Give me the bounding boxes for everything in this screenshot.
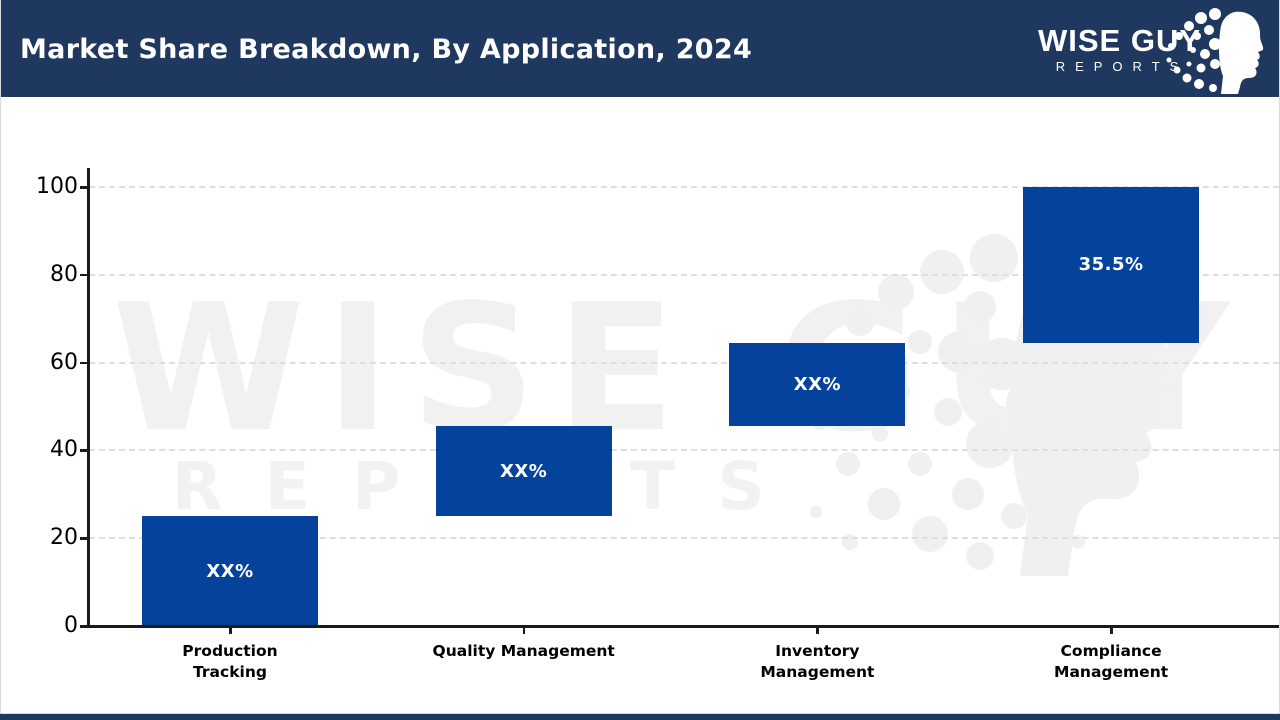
bar-value-label: 35.5%: [1078, 254, 1144, 276]
bar-segment: 35.5%: [1023, 187, 1200, 343]
footer-bar: [0, 714, 1280, 720]
category-label-line: Quality Management: [432, 642, 615, 660]
y-axis-tick-label: 80: [50, 261, 78, 287]
wise-guy-logo: WISE GUY REPORTS: [1008, 6, 1268, 94]
x-axis-tick: [816, 628, 819, 634]
y-axis-tick-label: 40: [50, 437, 78, 463]
x-axis-tick: [229, 628, 232, 634]
bar-value-label: XX%: [206, 560, 254, 582]
gridline: [89, 361, 1279, 364]
y-axis-tick: [80, 537, 88, 540]
y-axis-line: [87, 168, 90, 627]
x-axis-line: [87, 625, 1279, 628]
x-axis-category-label: Inventory Management: [702, 641, 932, 683]
logo-face-icon: [1166, 8, 1264, 94]
y-axis-tick: [80, 361, 88, 365]
bar-value-label: XX%: [500, 460, 548, 482]
bar-segment: XX%: [729, 342, 906, 427]
gridline: [89, 449, 1279, 452]
category-label-line: Inventory: [775, 642, 860, 660]
x-axis-category-label: Compliance Management: [996, 641, 1226, 683]
y-axis-tick-label: 20: [50, 525, 78, 551]
x-axis-category-label: Production Tracking: [115, 641, 345, 683]
y-axis-tick-label: 60: [50, 349, 78, 375]
y-axis-tick-label: 100: [36, 174, 78, 199]
y-axis-tick: [80, 273, 88, 277]
logo-reports-text: REPORTS: [1055, 59, 1189, 74]
x-axis-tick: [522, 628, 526, 634]
y-axis-tick: [80, 186, 88, 189]
gridline: [89, 537, 1279, 540]
x-axis-category-label: Quality Management: [409, 641, 639, 662]
gridline: [89, 186, 1279, 188]
logo-text: WISE GUY REPORTS: [1038, 23, 1202, 75]
logo-wiseguy-text: WISE GUY: [1038, 23, 1202, 58]
y-axis-tick: [80, 449, 88, 452]
bar-value-label: XX%: [793, 374, 842, 396]
page-title: Market Share Breakdown, By Application, …: [20, 34, 753, 65]
bar-segment: XX%: [435, 426, 612, 517]
x-axis-tick: [1110, 628, 1113, 634]
gridline: [89, 273, 1279, 276]
y-axis-tick: [80, 625, 88, 628]
bottom-border-line: [0, 713, 1280, 714]
category-label-line: Production: [182, 642, 278, 660]
category-label-line: Management: [1054, 663, 1169, 681]
category-label-line: Tracking: [193, 663, 267, 681]
category-label-line: Management: [760, 663, 875, 681]
header-bar: Market Share Breakdown, By Application, …: [0, 0, 1280, 97]
bar-segment: XX%: [142, 516, 318, 626]
category-label-line: Compliance: [1060, 642, 1162, 660]
y-axis-tick-label: 0: [64, 613, 78, 638]
